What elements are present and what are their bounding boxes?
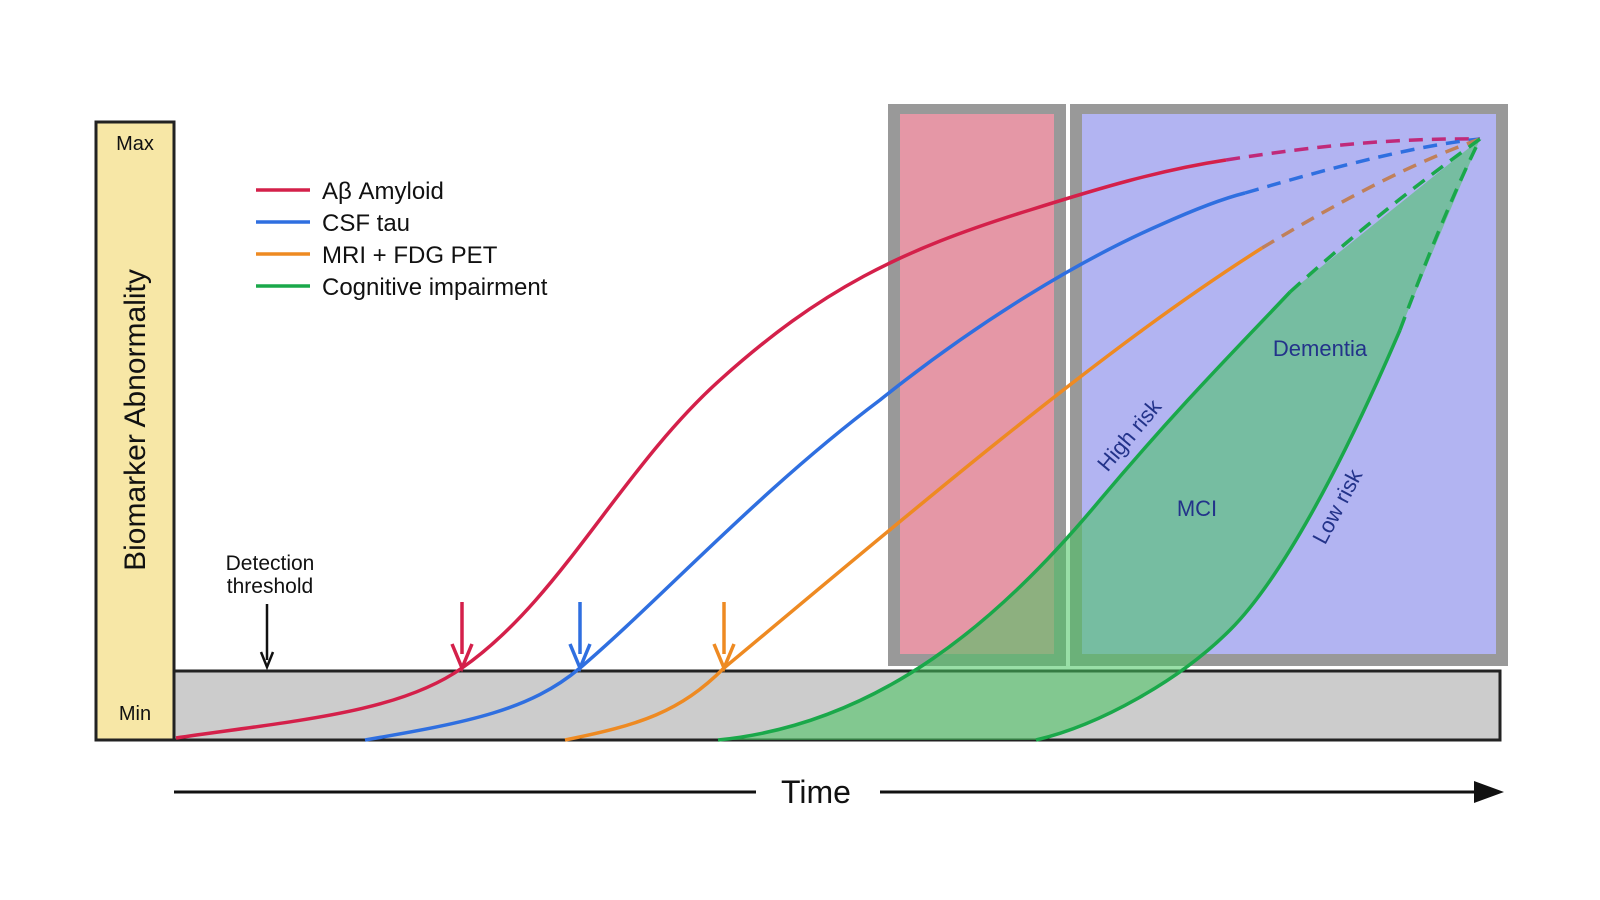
dementia-annotation: Dementia (1273, 336, 1368, 361)
low-risk-curve-extrapolated (1398, 138, 1482, 331)
time-axis-arrowhead (1474, 781, 1504, 803)
detection-threshold-arrow (259, 604, 275, 671)
y-axis-label: Biomarker Abnormality (119, 269, 152, 571)
y-axis-min-label: Min (119, 703, 151, 725)
detection-threshold-label-line2: threshold (227, 575, 313, 598)
high-risk-curve (717, 290, 1292, 742)
amyloid-curve-extrapolated (1225, 137, 1481, 162)
csf-tau-curve (364, 191, 1246, 742)
amyloid-curve (175, 158, 1227, 740)
csf-tau-threshold-arrow (568, 602, 592, 673)
legend-label-mri: MRI + FDG PET (322, 242, 498, 269)
time-axis-label: Time (781, 774, 851, 810)
y-axis-max-label: Max (116, 133, 154, 155)
mri-fdg-pet-curve-extrapolated (1261, 137, 1481, 250)
legend-label-cognitive: Cognitive impairment (322, 274, 548, 301)
legend: Aβ Amyloid CSF tau MRI + FDG PET Cogniti… (256, 178, 548, 301)
legend-label-csf-tau: CSF tau (322, 210, 410, 237)
mci-annotation: MCI (1177, 496, 1217, 521)
y-axis-panel (94, 120, 176, 742)
high-risk-curve-extrapolated (1288, 137, 1482, 294)
detection-threshold-label-line1: Detection (226, 552, 315, 575)
mri-threshold-arrow (712, 602, 736, 673)
low-risk-curve (1035, 329, 1402, 742)
csf-tau-curve-extrapolated (1244, 137, 1481, 195)
mri-fdg-pet-curve (564, 246, 1263, 742)
amyloid-threshold-arrow (450, 602, 474, 673)
mci-stage-region (900, 114, 1054, 654)
legend-label-amyloid: Aβ Amyloid (322, 178, 444, 205)
cognitive-impairment-region (718, 139, 1480, 740)
